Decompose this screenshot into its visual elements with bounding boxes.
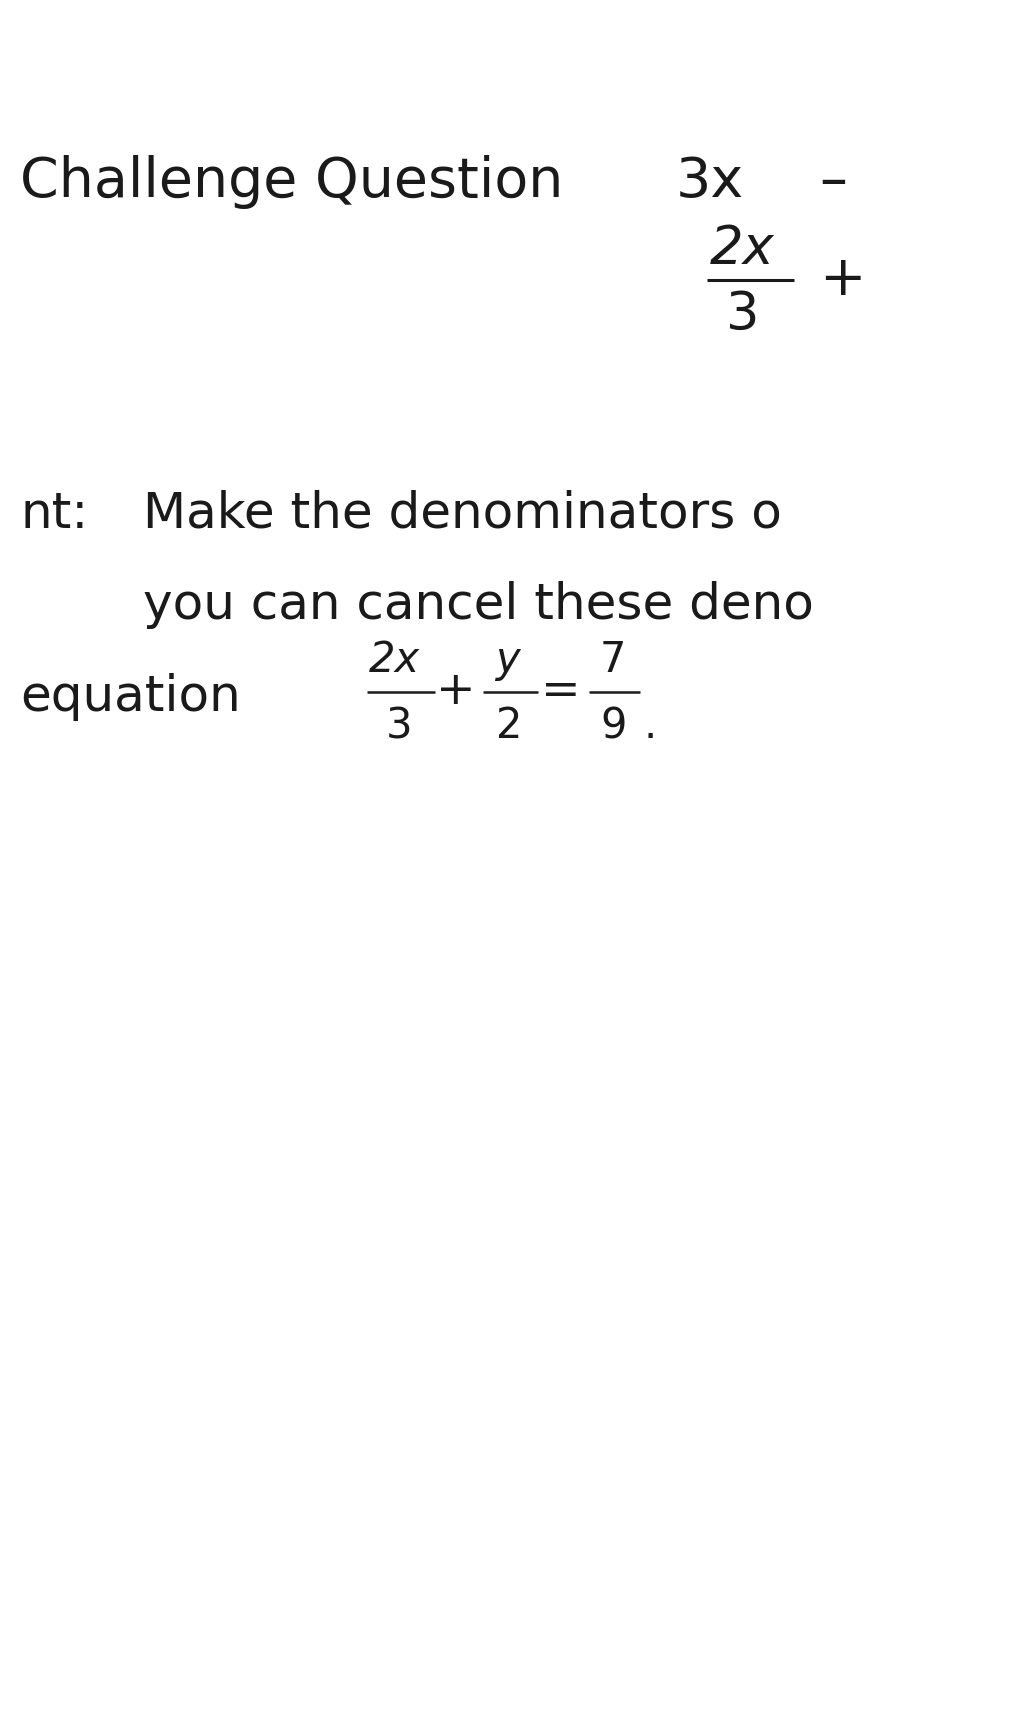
Text: +: + bbox=[436, 669, 475, 714]
Text: Challenge Question: Challenge Question bbox=[20, 154, 564, 209]
Text: 2: 2 bbox=[496, 705, 522, 747]
Text: 3: 3 bbox=[726, 289, 759, 341]
Text: 3: 3 bbox=[386, 705, 413, 747]
Text: 7: 7 bbox=[599, 640, 626, 681]
Text: –: – bbox=[819, 154, 847, 209]
Text: .: . bbox=[643, 705, 656, 747]
Text: +: + bbox=[819, 252, 865, 308]
Text: nt:: nt: bbox=[20, 489, 89, 538]
Text: Make the denominators o: Make the denominators o bbox=[143, 489, 782, 538]
Text: equation: equation bbox=[20, 673, 242, 721]
Text: you can cancel these deno: you can cancel these deno bbox=[143, 581, 814, 629]
Text: 2x: 2x bbox=[710, 223, 775, 275]
Text: 9: 9 bbox=[600, 705, 627, 747]
Text: 3x: 3x bbox=[676, 154, 744, 209]
Text: =: = bbox=[542, 669, 581, 714]
Text: y: y bbox=[495, 640, 519, 681]
Text: 2x: 2x bbox=[369, 640, 420, 681]
